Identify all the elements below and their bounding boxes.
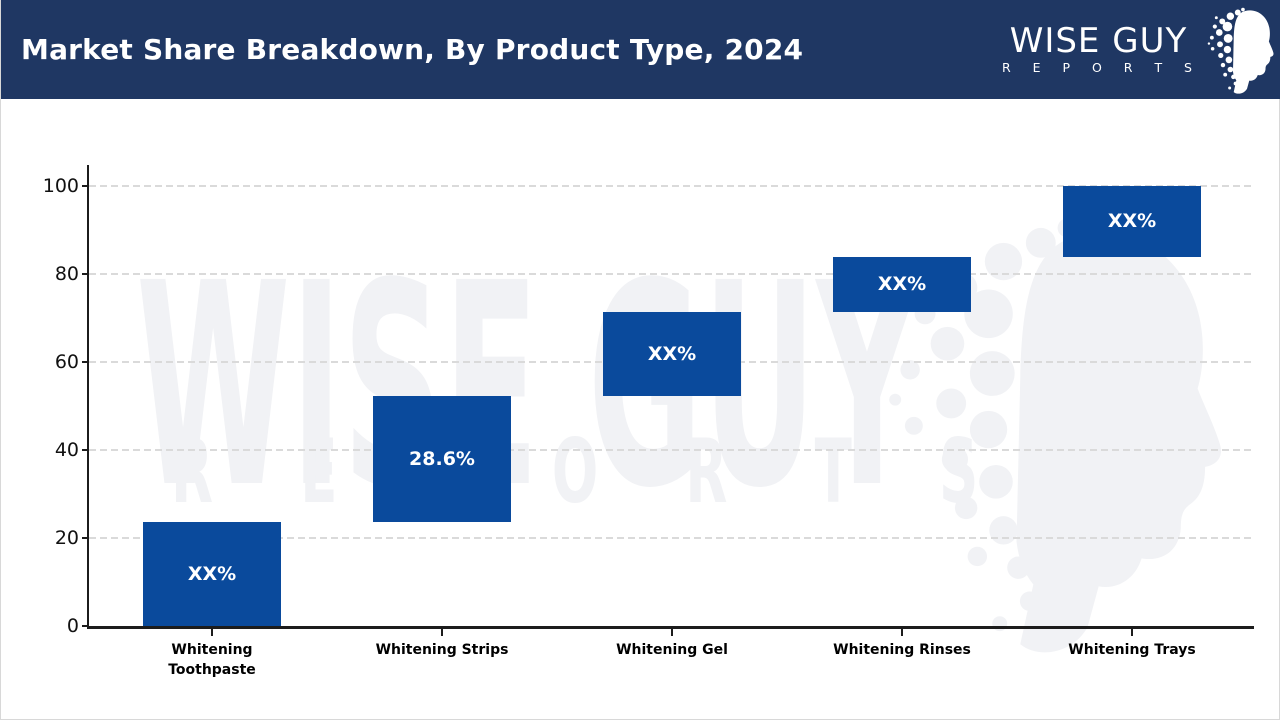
brand-wordmark: WISE GUY [1009,21,1188,62]
bar-value-label: 28.6% [409,447,475,470]
bar-segment: 28.6% [373,396,511,523]
bar-segment: XX% [1063,186,1201,257]
y-tick-label: 20 [54,527,79,549]
brand-logo-text: WISE GUY R E P O R T S [996,24,1201,75]
y-tick-mark [82,273,89,275]
x-tick-mark [441,628,443,636]
y-gridline [89,537,1254,539]
y-gridline [89,185,1254,187]
bar-segment: XX% [603,312,741,397]
y-gridline [89,449,1254,451]
x-category-label: Whitening Rinses [833,642,971,658]
x-tick-mark [1131,628,1133,636]
bar-value-label: XX% [1107,209,1157,232]
y-axis-line [87,165,89,628]
y-tick-mark [82,361,89,363]
y-tick-label: 80 [54,263,79,285]
x-tick-mark [211,628,213,636]
x-category-label: Whitening Strips [375,642,509,658]
x-tick-mark [671,628,673,636]
y-tick-label: 100 [42,175,79,197]
y-tick-mark [82,185,89,187]
bar-value-label: XX% [877,273,927,296]
y-tick-label: 40 [54,439,79,461]
y-tick-mark [82,449,89,451]
watermark-subtext: R E P O R T S [171,420,1013,523]
brand-logo: WISE GUY R E P O R T S [996,0,1277,99]
y-tick-mark [82,625,89,627]
x-axis-line [87,626,1254,629]
chart-title: Market Share Breakdown, By Product Type,… [21,33,804,66]
x-category-label: Whitening Trays [1068,642,1196,658]
brand-subtext: R E P O R T S [1001,60,1201,76]
x-category-label: Whitening Gel [616,642,728,658]
y-gridline [89,273,1254,275]
x-tick-mark [901,628,903,636]
x-category-label: Whitening Toothpaste [168,642,256,679]
bar-segment: XX% [143,522,281,626]
header-band: Market Share Breakdown, By Product Type,… [1,0,1280,99]
y-tick-label: 0 [66,615,79,637]
y-tick-mark [82,537,89,539]
bar-value-label: XX% [647,342,697,365]
watermark-wordmark: WISE GUY [136,224,918,550]
y-tick-label: 60 [54,351,79,373]
bar-segment: XX% [833,256,971,313]
bar-value-label: XX% [187,562,237,585]
